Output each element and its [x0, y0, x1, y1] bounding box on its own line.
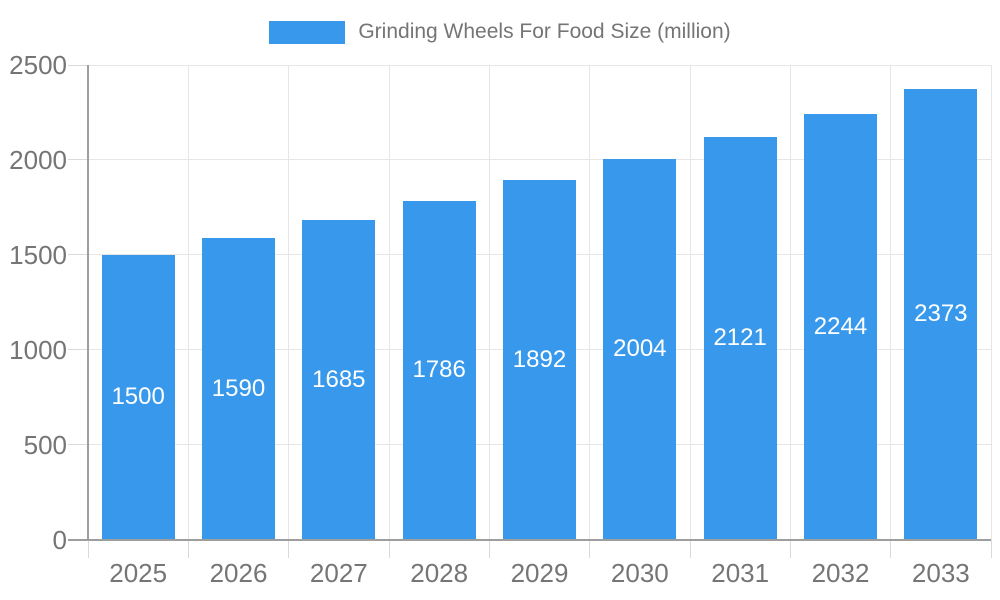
- x-tick: [890, 539, 892, 558]
- bar-value-label: 2121: [713, 324, 767, 352]
- bar-value-label: 2004: [613, 335, 667, 363]
- legend[interactable]: Grinding Wheels For Food Size (million): [0, 20, 1000, 44]
- bar-value-label: 1786: [412, 356, 466, 383]
- x-tick-label: 2029: [510, 558, 569, 588]
- x-tick-label: 2025: [109, 558, 168, 588]
- bar-value-label: 1892: [512, 345, 567, 373]
- v-gridline: [689, 65, 691, 540]
- y-tick: [68, 64, 88, 66]
- bar-value-label: 2373: [914, 300, 968, 328]
- h-gridline: [88, 64, 991, 66]
- y-tick: [68, 159, 88, 161]
- bar: [101, 254, 175, 540]
- y-tick-label: 0: [52, 524, 67, 555]
- x-tick-label: 2031: [711, 558, 770, 588]
- bar: [503, 180, 576, 540]
- y-axis-line: [87, 65, 89, 540]
- x-tick-label: 2032: [811, 558, 870, 588]
- y-tick: [68, 254, 88, 256]
- y-tick: [68, 444, 88, 446]
- bar: [804, 113, 877, 540]
- x-tick-label: 2030: [610, 558, 669, 588]
- bar-value-label: 2244: [813, 312, 868, 340]
- bar: [904, 89, 978, 540]
- x-tick-label: 2028: [410, 558, 469, 588]
- bar-value-label: 1590: [211, 374, 266, 402]
- x-tick-label: 2027: [309, 558, 368, 588]
- y-tick-label: 2000: [9, 144, 67, 175]
- y-tick-label: 500: [23, 429, 67, 460]
- x-tick: [589, 539, 591, 558]
- v-gridline: [589, 65, 591, 540]
- y-tick: [68, 349, 88, 351]
- y-tick-label: 1000: [9, 334, 67, 365]
- x-tick: [87, 539, 89, 558]
- x-tick: [388, 539, 390, 558]
- x-tick-label: 2033: [911, 558, 970, 588]
- x-tick: [789, 539, 791, 558]
- h-gridline: [88, 159, 991, 161]
- bar-value-label: 1685: [312, 365, 366, 393]
- x-axis-line: [88, 538, 991, 541]
- v-gridline: [789, 65, 791, 540]
- bar-value-label: 1500: [111, 383, 165, 411]
- bar: [202, 237, 275, 540]
- v-gridline: [288, 65, 290, 540]
- v-gridline: [388, 65, 390, 540]
- x-tick: [187, 539, 189, 558]
- y-tick-label: 1500: [9, 239, 67, 270]
- legend-label: Grinding Wheels For Food Size (million): [358, 20, 731, 43]
- x-tick: [689, 539, 691, 558]
- x-tick: [288, 539, 290, 558]
- x-tick-label: 2026: [209, 558, 268, 588]
- v-gridline: [187, 65, 189, 540]
- y-tick-label: 2500: [9, 50, 67, 80]
- bar: [302, 219, 376, 540]
- bar: [402, 200, 476, 540]
- x-tick: [488, 539, 490, 558]
- v-gridline: [890, 65, 892, 540]
- y-tick: [68, 538, 88, 541]
- legend-swatch: [269, 20, 346, 44]
- v-gridline: [990, 65, 992, 540]
- x-tick: [990, 539, 992, 558]
- bar: [603, 159, 677, 540]
- v-gridline: [488, 65, 490, 540]
- bar: [703, 136, 777, 540]
